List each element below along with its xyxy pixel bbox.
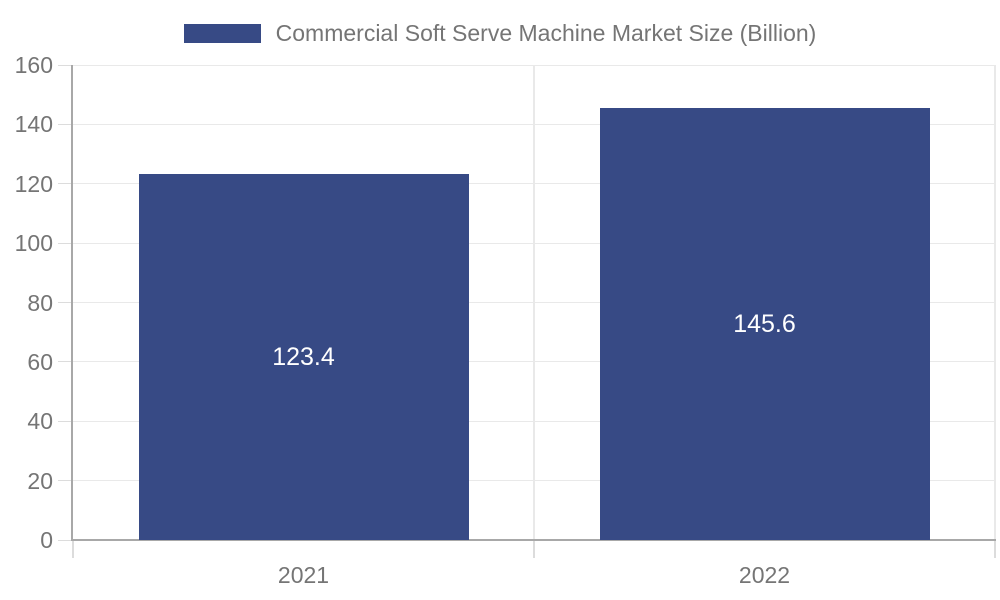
bar[interactable] [138,173,469,540]
y-tick-mark [58,480,73,482]
bar[interactable] [599,107,930,540]
y-tick-label: 40 [27,408,53,435]
legend-label: Commercial Soft Serve Machine Market Siz… [275,19,817,46]
gridline-v [533,65,535,540]
y-tick-label: 80 [27,289,53,316]
bar-value-label: 123.4 [272,342,335,371]
y-tick-label: 160 [14,52,53,78]
x-tick-label: 2021 [277,562,330,588]
y-tick-mark [58,302,73,303]
y-tick-label: 120 [14,170,53,197]
x-tick-mark [533,540,535,558]
y-tick-mark [58,539,73,541]
x-tick-mark [994,540,996,558]
legend[interactable]: Commercial Soft Serve Machine Market Siz… [0,14,1000,52]
legend-swatch [183,23,261,43]
bar-value-label: 145.6 [733,309,796,338]
y-tick-label: 140 [14,111,53,138]
y-tick-label: 0 [40,527,53,553]
y-tick-label: 20 [27,467,53,494]
x-tick-mark [72,540,74,558]
y-tick-mark [58,183,73,185]
gridline-v [994,65,996,540]
y-tick-label: 60 [27,348,53,375]
y-axis-line [71,65,73,540]
x-tick-label: 2022 [738,562,791,588]
y-tick-mark [58,242,73,244]
y-tick-label: 100 [14,230,53,257]
y-tick-mark [58,123,73,125]
y-tick-mark [58,361,73,363]
x-axis-line [71,539,996,541]
y-tick-mark [58,64,73,66]
y-tick-mark [58,420,73,422]
